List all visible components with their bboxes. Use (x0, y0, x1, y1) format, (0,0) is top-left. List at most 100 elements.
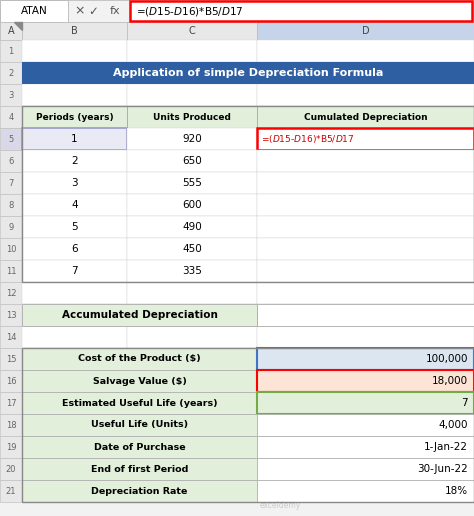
Bar (22, 480, 257, 502)
Bar (0, 172, 22, 194)
Text: 450: 450 (182, 244, 202, 254)
Text: Useful Life (Units): Useful Life (Units) (91, 421, 188, 429)
Text: 18%: 18% (445, 486, 468, 496)
Bar (257, 392, 474, 414)
Bar (0, 40, 22, 62)
Text: Cumulated Depreciation: Cumulated Depreciation (304, 112, 428, 121)
Bar (22, 370, 257, 392)
Bar (0, 480, 22, 502)
Bar (127, 260, 257, 282)
Bar (257, 194, 474, 216)
Bar (257, 128, 474, 150)
Bar (22, 106, 127, 128)
Text: 5: 5 (71, 222, 78, 232)
Bar (0, 348, 22, 370)
Bar (22, 304, 127, 326)
Bar (127, 194, 257, 216)
Bar (22, 326, 127, 348)
Bar (127, 128, 257, 150)
Text: 2: 2 (9, 69, 14, 77)
Bar (22, 40, 127, 62)
Text: 2: 2 (71, 156, 78, 166)
Bar (257, 150, 474, 172)
Bar (22, 150, 127, 172)
Bar (0, 326, 22, 348)
Bar (257, 40, 474, 62)
Bar (127, 260, 257, 282)
Text: 12: 12 (6, 288, 16, 298)
Text: End of first Period: End of first Period (91, 464, 188, 474)
Bar (68, 0, 130, 22)
Bar (22, 128, 127, 150)
Text: Estimated Useful Life (years): Estimated Useful Life (years) (62, 398, 217, 408)
Bar (127, 150, 257, 172)
Bar (257, 480, 474, 502)
Bar (127, 22, 257, 40)
Bar (127, 480, 257, 502)
Text: Units Produced: Units Produced (153, 112, 231, 121)
Bar (22, 260, 127, 282)
Text: ✓: ✓ (88, 5, 98, 18)
Text: 18: 18 (6, 421, 16, 429)
Bar (127, 172, 257, 194)
Bar (127, 216, 257, 238)
Bar (127, 128, 257, 150)
Bar (22, 260, 127, 282)
Text: 650: 650 (182, 156, 202, 166)
Bar (257, 414, 474, 436)
Text: 555: 555 (182, 178, 202, 188)
Text: 3: 3 (9, 90, 14, 100)
Bar (22, 128, 127, 150)
Text: 11: 11 (6, 266, 16, 276)
Text: 10: 10 (6, 245, 16, 253)
Text: 30-Jun-22: 30-Jun-22 (417, 464, 468, 474)
Bar (22, 106, 474, 282)
Bar (127, 62, 257, 84)
Bar (22, 84, 127, 106)
Bar (257, 238, 474, 260)
Bar (22, 436, 257, 458)
Bar (22, 62, 474, 84)
Bar (0, 194, 22, 216)
Bar (257, 436, 474, 458)
Text: =($D$15-$D$16)*B5/$D$17: =($D$15-$D$16)*B5/$D$17 (261, 133, 355, 145)
Text: 20: 20 (6, 464, 16, 474)
Bar (22, 370, 127, 392)
Text: Depreciation Rate: Depreciation Rate (91, 487, 188, 495)
Bar (0, 62, 22, 84)
Text: Application of simple Depreciation Formula: Application of simple Depreciation Formu… (113, 68, 383, 78)
Bar (0, 84, 22, 106)
Bar (257, 414, 474, 436)
Text: Date of Purchase: Date of Purchase (94, 443, 185, 452)
Text: 6: 6 (9, 156, 14, 166)
Bar (22, 304, 257, 326)
Bar (22, 106, 127, 128)
Bar (22, 414, 127, 436)
Bar (127, 304, 257, 326)
Text: 7: 7 (71, 266, 78, 276)
Bar (257, 348, 474, 370)
Text: exceldemy: exceldemy (259, 501, 301, 510)
Bar (127, 348, 257, 370)
Bar (22, 238, 127, 260)
Bar (22, 62, 127, 84)
Text: fx: fx (109, 6, 120, 16)
Bar (0, 150, 22, 172)
Bar (127, 392, 257, 414)
Bar (127, 326, 257, 348)
Text: 1: 1 (9, 46, 14, 56)
Text: 6: 6 (71, 244, 78, 254)
Bar (257, 304, 474, 326)
Text: Periods (years): Periods (years) (36, 112, 113, 121)
Bar (257, 282, 474, 304)
Bar (127, 282, 257, 304)
Bar (127, 106, 257, 128)
Bar (127, 436, 257, 458)
Bar (127, 84, 257, 106)
Text: 600: 600 (182, 200, 202, 210)
Bar (257, 106, 474, 128)
Text: 920: 920 (182, 134, 202, 144)
Bar (127, 40, 257, 62)
Text: Salvage Value ($): Salvage Value ($) (92, 377, 186, 385)
Bar (257, 326, 474, 348)
